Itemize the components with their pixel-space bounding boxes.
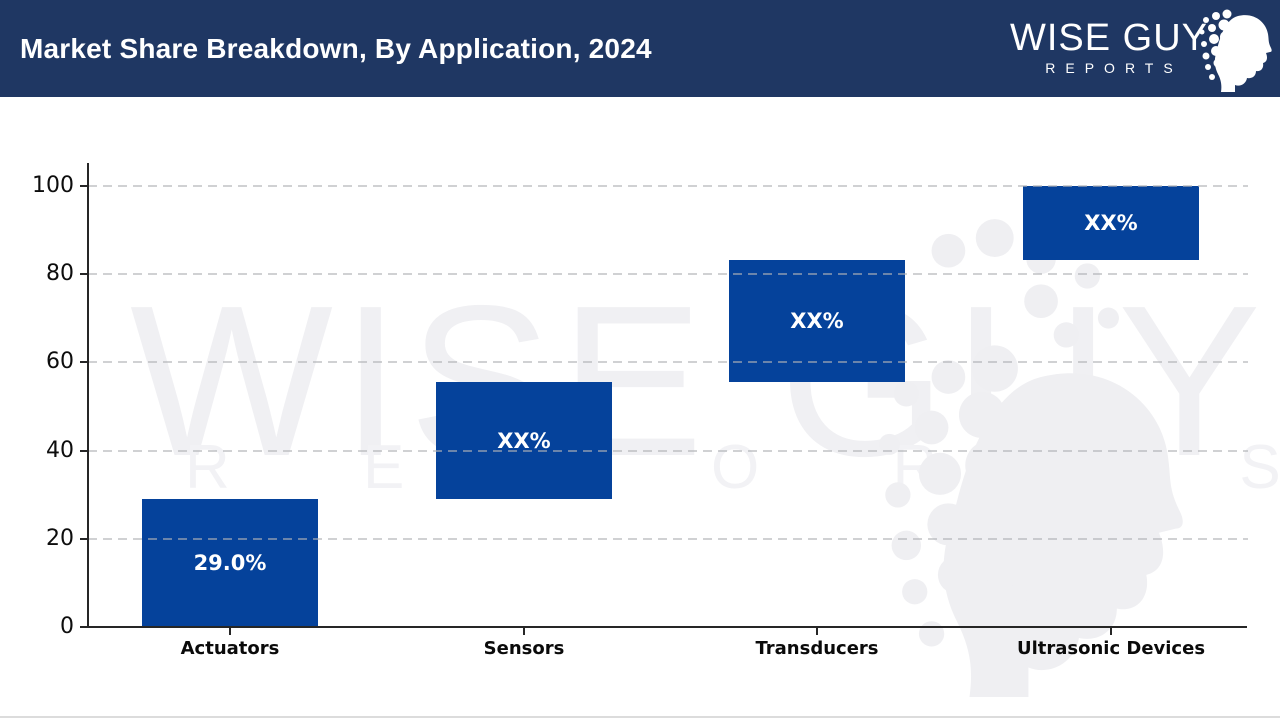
y-tick-mark: [80, 361, 88, 364]
bar-ultrasonic-devices: XX%: [1023, 186, 1199, 260]
y-tick-label-60: 60: [46, 349, 74, 375]
y-tick-label-20: 20: [46, 525, 74, 551]
x-tick-mark: [816, 628, 818, 635]
gridline-60: [88, 361, 1248, 364]
header-bar: Market Share Breakdown, By Application, …: [0, 0, 1280, 97]
bar-value-label: XX%: [790, 308, 844, 333]
x-tick-mark: [523, 628, 525, 635]
gridline-40: [88, 449, 1248, 452]
brand-name: WISE GUY: [1009, 17, 1208, 59]
bar-value-label: 29.0%: [193, 551, 267, 576]
bar-transducers: XX%: [729, 259, 905, 383]
watermark: WISE GUY R E P O R T S: [0, 97, 1280, 720]
gridline-80: [88, 273, 1248, 276]
x-tick-mark: [1110, 628, 1112, 635]
head-profile-icon: [1199, 9, 1272, 92]
y-tick-label-100: 100: [32, 173, 74, 198]
x-axis-line: [87, 626, 1247, 628]
brand-logo: WISE GUY REPORTS: [1010, 6, 1272, 92]
y-tick-mark: [80, 537, 88, 540]
y-tick-mark: [80, 185, 88, 187]
y-axis-line: [87, 163, 89, 627]
gridline-100: [88, 185, 1248, 187]
x-category-label-actuators: Actuators: [180, 638, 280, 659]
bottom-border: [0, 716, 1280, 718]
page-title: Market Share Breakdown, By Application, …: [20, 32, 652, 64]
bar-actuators: 29.0%: [142, 499, 318, 627]
x-tick-mark: [229, 628, 231, 635]
bar-sensors: XX%: [436, 382, 612, 500]
y-tick-mark: [80, 626, 88, 628]
y-tick-mark: [80, 273, 88, 276]
y-tick-label-0: 0: [60, 614, 74, 639]
x-category-label-ultrasonic-devices: Ultrasonic Devices: [1016, 638, 1206, 659]
brand-logo-text: WISE GUY REPORTS: [1010, 18, 1208, 78]
gridline-20: [88, 537, 1248, 540]
y-tick-label-80: 80: [46, 261, 74, 287]
brand-subtitle: REPORTS: [1045, 60, 1183, 76]
x-category-label-transducers: Transducers: [755, 638, 879, 659]
bar-value-label: XX%: [1084, 210, 1138, 235]
bar-value-label: XX%: [497, 428, 551, 453]
y-tick-label-40: 40: [46, 437, 74, 463]
y-tick-mark: [80, 449, 88, 452]
x-category-label-sensors: Sensors: [483, 638, 565, 659]
